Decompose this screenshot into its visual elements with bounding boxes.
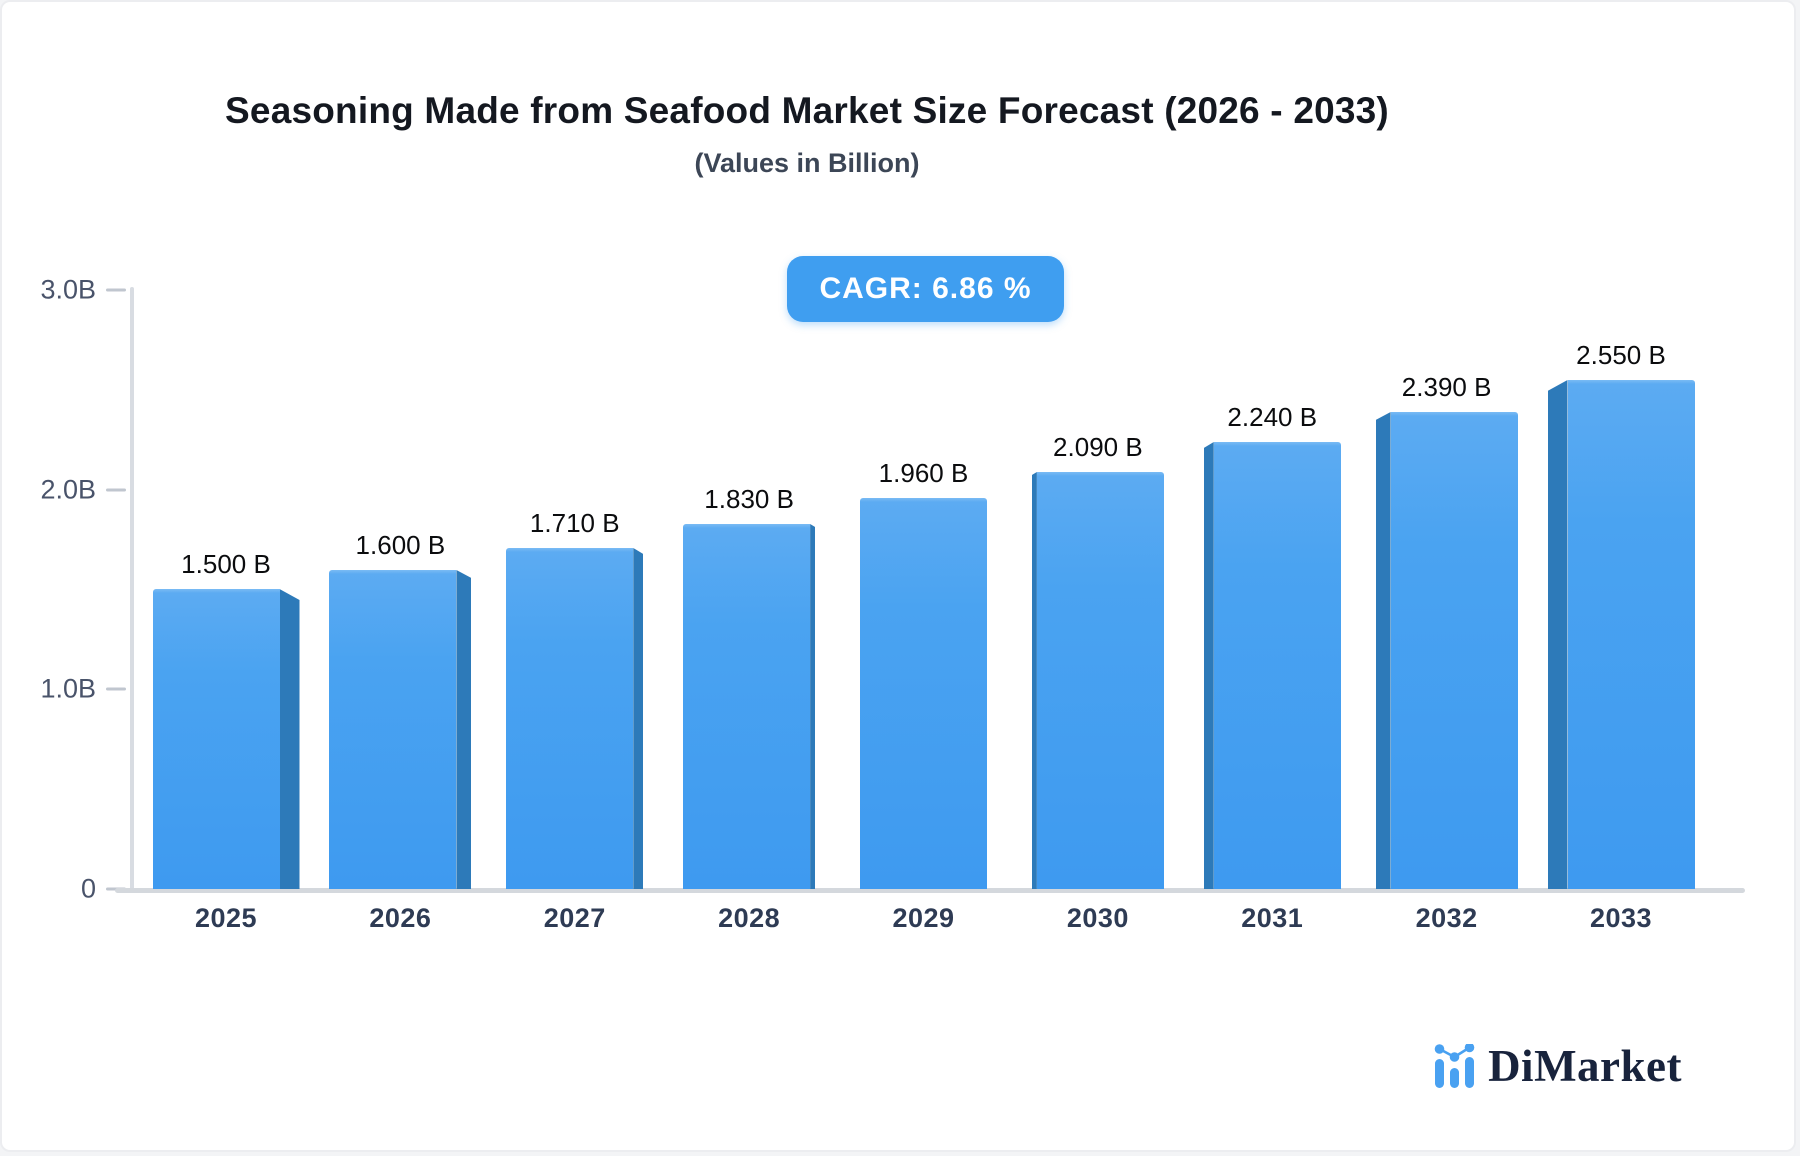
y-tick-3.0B: 3.0B bbox=[2, 275, 126, 306]
chart-header: Seasoning Made from Seafood Market Size … bbox=[2, 90, 1612, 179]
x-axis-label-2033: 2033 bbox=[1589, 903, 1653, 933]
y-tick-2.0B: 2.0B bbox=[2, 475, 126, 506]
bar-2031[interactable] bbox=[1203, 442, 1341, 889]
x-axis-label-2032: 2032 bbox=[1415, 903, 1478, 933]
x-axis-line bbox=[115, 888, 1745, 893]
bar-group-2028: 1.830 B bbox=[674, 484, 824, 889]
bar-value-label: 1.960 B bbox=[878, 458, 969, 488]
bar-side-face bbox=[456, 570, 472, 889]
bars-row: 1.500 B 1.600 B 1.710 B 1.830 B 1.960 B 2.090… bbox=[151, 290, 1696, 889]
x-axis-label-2026: 2026 bbox=[369, 903, 432, 933]
bar-value-label: 1.830 B bbox=[704, 484, 794, 514]
bar-2030[interactable] bbox=[1031, 472, 1164, 889]
bar-value-label: 1.600 B bbox=[355, 530, 446, 560]
bar-group-2029: 1.960 B bbox=[849, 458, 999, 889]
bar-face bbox=[1213, 442, 1341, 889]
bar-face bbox=[1567, 380, 1695, 889]
y-tick-label: 0 bbox=[80, 873, 96, 904]
y-tick-mark bbox=[106, 687, 126, 691]
x-axis-label-2025: 2025 bbox=[194, 903, 258, 933]
y-tick-label: 2.0B bbox=[40, 474, 96, 505]
bar-2033[interactable] bbox=[1547, 380, 1695, 889]
bar-2026[interactable] bbox=[329, 570, 472, 889]
chart-title: Seasoning Made from Seafood Market Size … bbox=[225, 90, 1389, 131]
bar-side-face bbox=[279, 589, 300, 889]
bar-2032[interactable] bbox=[1375, 412, 1518, 889]
bar-value-label: 2.090 B bbox=[1053, 432, 1143, 462]
bar-group-2026: 1.600 B bbox=[325, 530, 475, 889]
y-tick-1.0B: 1.0B bbox=[2, 674, 126, 705]
x-axis-label-2031: 2031 bbox=[1241, 903, 1304, 933]
chart-subtitle: (Values in Billion) bbox=[694, 148, 920, 178]
bar-group-2033: 2.550 B bbox=[1546, 340, 1696, 889]
brand-name: DiMarket bbox=[1488, 1041, 1682, 1091]
bar-2028[interactable] bbox=[683, 524, 816, 889]
bar-value-label: 1.500 B bbox=[181, 549, 271, 579]
y-axis-line bbox=[130, 287, 134, 890]
x-axis-label-2027: 2027 bbox=[543, 903, 606, 933]
bar-value-label: 1.710 B bbox=[529, 508, 620, 538]
bar-face bbox=[860, 498, 987, 889]
bar-face bbox=[506, 548, 634, 889]
y-tick-mark bbox=[106, 488, 126, 492]
y-tick-mark bbox=[106, 288, 126, 292]
bar-side-face bbox=[1375, 412, 1391, 889]
dimarket-chart-icon bbox=[1434, 1044, 1475, 1088]
bar-group-2027: 1.710 B bbox=[500, 508, 650, 889]
y-tick-label: 1.0B bbox=[40, 673, 96, 704]
y-tick-label: 3.0B bbox=[40, 274, 96, 305]
bar-face bbox=[329, 570, 457, 889]
bar-side-face bbox=[1547, 380, 1568, 889]
bar-group-2030: 2.090 B bbox=[1023, 432, 1173, 889]
bar-face bbox=[1390, 412, 1518, 889]
bar-face bbox=[152, 589, 280, 889]
cagr-badge: CAGR: 6.86 % bbox=[787, 256, 1064, 322]
bar-2025[interactable] bbox=[152, 589, 300, 889]
bar-2027[interactable] bbox=[506, 548, 644, 889]
bar-group-2025: 1.500 B bbox=[151, 549, 301, 889]
brand-logo: DiMarket bbox=[1434, 1040, 1682, 1092]
bar-side-face bbox=[1203, 442, 1214, 889]
bar-side-face bbox=[810, 524, 816, 889]
bar-face bbox=[1036, 472, 1164, 889]
bar-value-label: 2.240 B bbox=[1227, 402, 1318, 432]
x-axis-label-2030: 2030 bbox=[1066, 903, 1129, 933]
x-axis-labels: 2025 2026 2027 2028 2029 2030 2031 2032 2033 bbox=[151, 903, 1696, 934]
x-axis-label-2029: 2029 bbox=[892, 903, 955, 933]
bar-2029[interactable] bbox=[860, 498, 987, 889]
bar-face bbox=[683, 524, 811, 889]
bar-group-2031: 2.240 B bbox=[1197, 402, 1347, 889]
bar-side-face bbox=[1031, 472, 1037, 889]
x-axis-label-2028: 2028 bbox=[718, 903, 781, 933]
bar-group-2032: 2.390 B bbox=[1372, 372, 1522, 889]
bar-value-label: 2.390 B bbox=[1401, 372, 1492, 402]
y-tick-0: 0 bbox=[2, 874, 126, 905]
bar-side-face bbox=[633, 548, 644, 889]
bar-value-label: 2.550 B bbox=[1576, 340, 1666, 370]
